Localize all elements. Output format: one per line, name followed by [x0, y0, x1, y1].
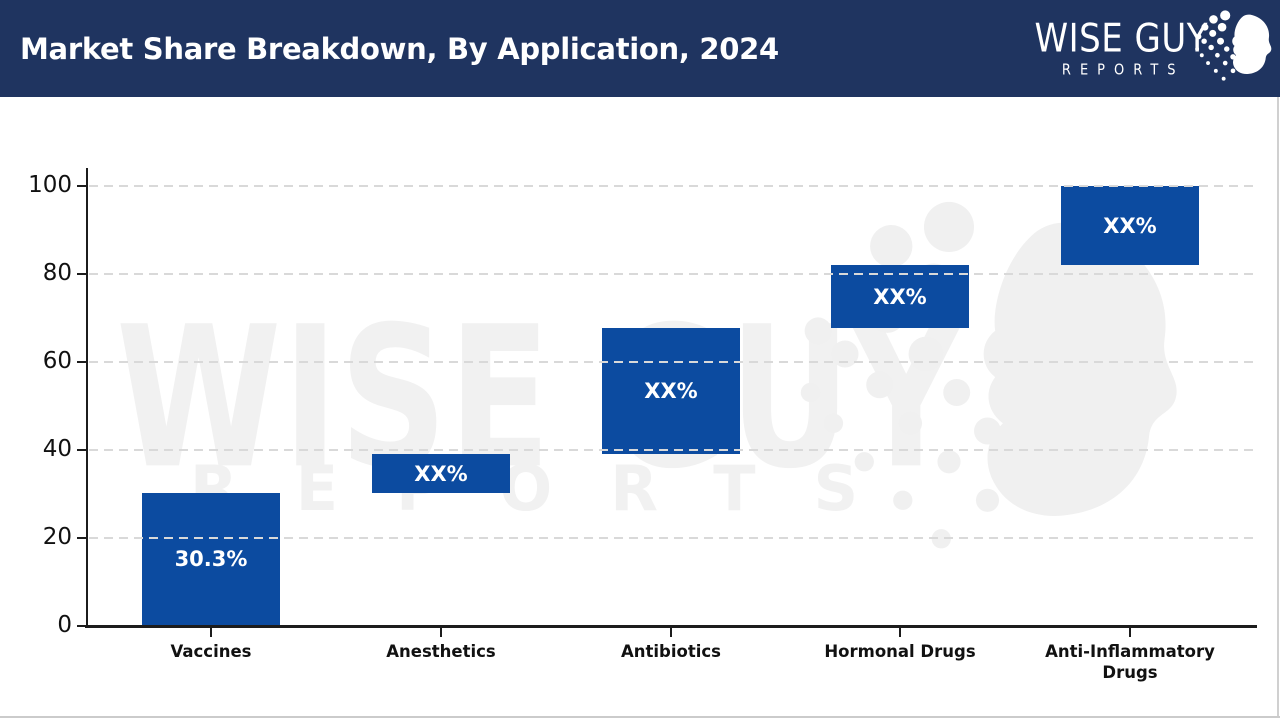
x-axis-tick — [1129, 628, 1131, 637]
x-axis-tick — [210, 628, 212, 637]
y-axis-tick-label: 80 — [42, 260, 72, 286]
y-axis-tick-label: 60 — [42, 348, 72, 374]
y-axis-tick-label: 20 — [42, 524, 72, 550]
y-axis-tick — [77, 361, 87, 363]
y-axis-tick — [77, 185, 87, 187]
gridline — [89, 361, 1256, 363]
x-axis-category-label: Anti-Inflammatory Drugs — [1045, 642, 1215, 682]
wiseguy-logo: WISE GUY REPORTS — [1034, 4, 1272, 94]
y-axis-tick — [77, 537, 87, 539]
gridline — [89, 537, 1256, 539]
bar-segment: XX% — [602, 328, 740, 455]
logo-subname: REPORTS — [1061, 61, 1185, 79]
bar-segment: 30.3% — [142, 492, 280, 626]
gridline — [89, 273, 1256, 275]
bar-value-label: XX% — [644, 379, 698, 404]
x-axis-line — [85, 625, 1257, 628]
y-axis-tick — [77, 625, 87, 627]
y-axis-tick-label: 40 — [42, 436, 72, 462]
x-axis-category-label: Antibiotics — [620, 642, 721, 661]
x-axis-category-label: Anesthetics — [386, 642, 496, 661]
y-axis-tick-label: 0 — [57, 612, 72, 638]
bar-value-label: XX% — [414, 461, 468, 486]
y-axis-line — [86, 168, 88, 627]
bottom-border-line — [0, 716, 1280, 718]
bar-segment: XX% — [1061, 186, 1199, 266]
bar-segment: XX% — [372, 454, 510, 493]
page-title: Market Share Breakdown, By Application, … — [20, 31, 779, 66]
gridline — [89, 449, 1256, 451]
bar-value-label: 30.3% — [174, 547, 248, 572]
watermark-subtext: REPORTS — [190, 452, 917, 525]
bar-value-label: XX% — [873, 284, 927, 309]
y-axis-tick — [77, 449, 87, 451]
y-axis-tick-label: 100 — [28, 172, 72, 198]
bar-value-label: XX% — [1103, 213, 1157, 238]
x-axis-tick — [899, 628, 901, 637]
x-axis-tick — [440, 628, 442, 637]
right-border-line — [1277, 97, 1279, 716]
gridline — [89, 185, 1256, 187]
header-bar: Market Share Breakdown, By Application, … — [0, 0, 1280, 97]
y-axis-tick — [77, 273, 87, 275]
logo-name: WISE GUY — [1034, 15, 1208, 62]
x-axis-category-label: Vaccines — [170, 642, 252, 661]
x-axis-tick — [670, 628, 672, 637]
x-axis-category-label: Hormonal Drugs — [824, 642, 976, 661]
bar-segment: XX% — [831, 265, 969, 329]
